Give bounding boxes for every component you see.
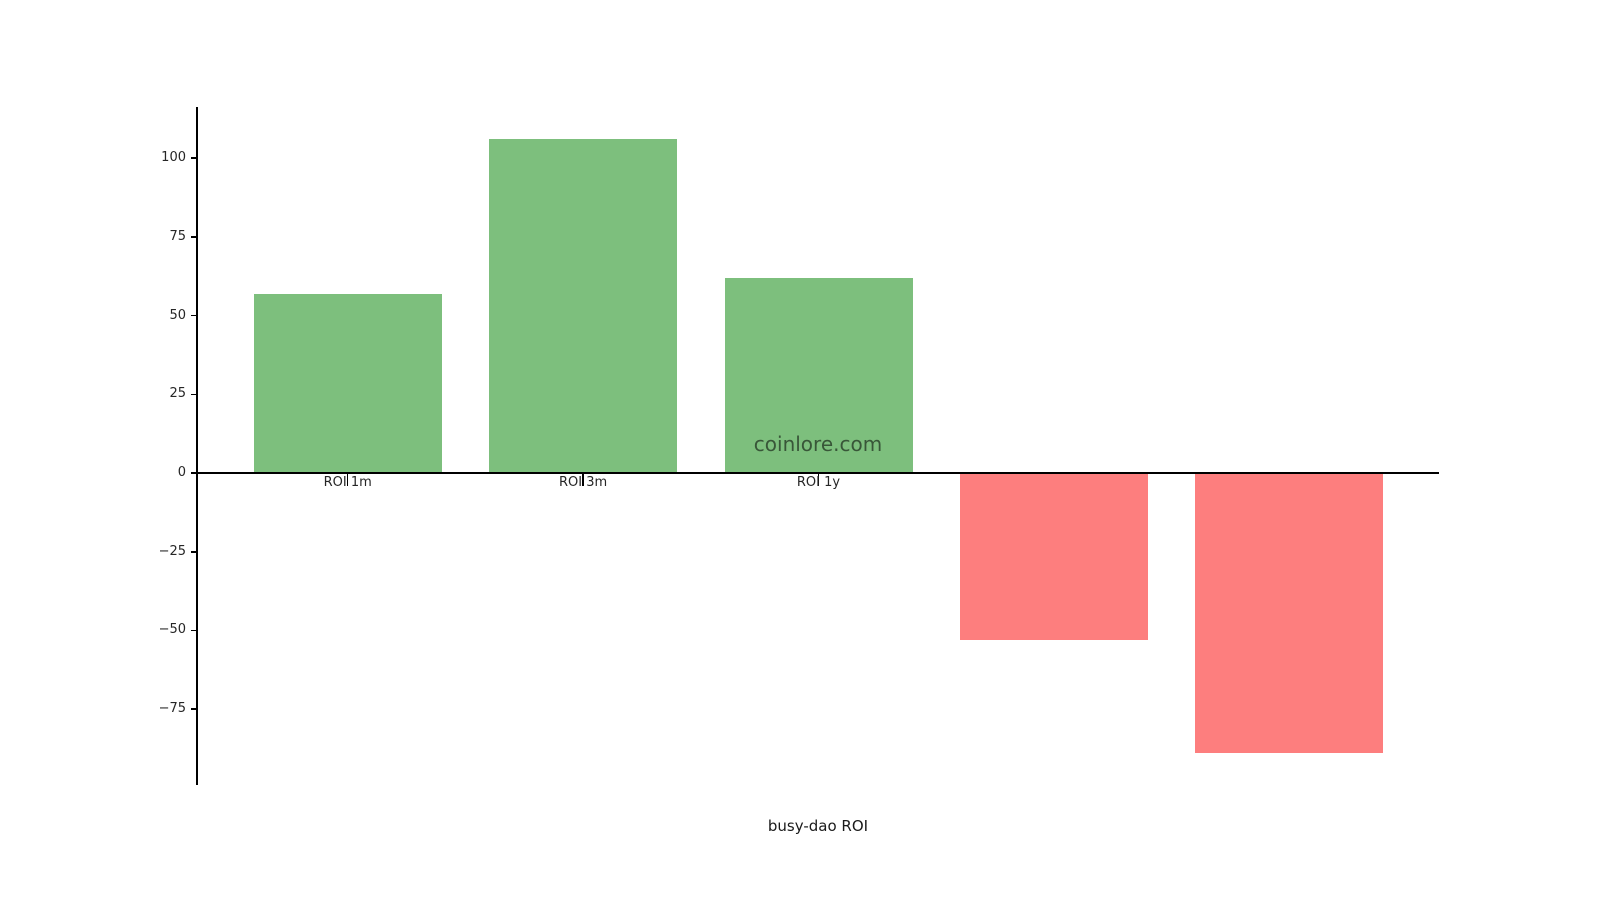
x-tick-mark [346, 473, 349, 486]
bar-negative-3 [959, 473, 1148, 640]
x-tick-mark [817, 473, 820, 486]
y-tick-label: 100 [161, 150, 186, 166]
y-tick-label: 50 [169, 307, 186, 323]
bar-ROI 1m [253, 293, 442, 473]
bar-ROI 1y [724, 277, 913, 473]
y-tick-label: −75 [158, 701, 186, 717]
y-tick-mark [191, 629, 197, 632]
y-tick-mark [191, 472, 197, 474]
chart-title: busy-dao ROI [767, 817, 869, 835]
y-tick-label: 0 [177, 465, 186, 480]
y-tick-mark [191, 393, 197, 396]
x-tick-label: ROI 1m [323, 474, 372, 490]
y-tick-mark [191, 157, 197, 159]
x-tick-mark [582, 473, 584, 486]
y-tick-mark [191, 236, 197, 238]
y-tick-label: 25 [169, 386, 186, 402]
y-axis-spine [196, 107, 198, 785]
bar-ROI 3m [489, 139, 678, 473]
y-tick-mark [191, 314, 197, 317]
bar-negative-4 [1195, 473, 1384, 754]
y-tick-label: −50 [158, 622, 186, 638]
y-tick-mark [191, 551, 197, 553]
x-tick-label: ROI 1y [796, 474, 841, 490]
x-axis-zero-line [196, 472, 1440, 474]
y-tick-label: 75 [169, 228, 186, 244]
watermark-text: coinlore.com [753, 432, 883, 456]
x-tick-label: ROI 3m [559, 474, 608, 490]
y-tick-mark [191, 708, 197, 710]
y-tick-label: −25 [158, 543, 186, 559]
